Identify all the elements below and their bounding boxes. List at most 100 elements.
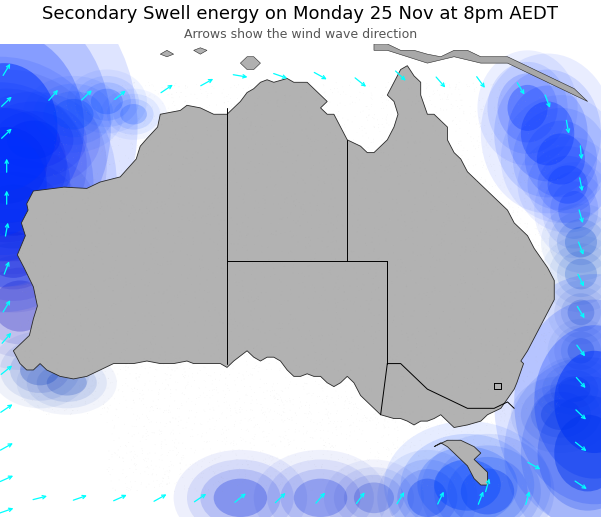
Point	[255, 83, 265, 91]
Point	[130, 462, 140, 470]
Point	[299, 302, 309, 311]
Point	[126, 209, 135, 218]
Point	[521, 190, 531, 199]
Point	[465, 246, 475, 254]
Point	[107, 230, 117, 238]
Point	[371, 169, 380, 177]
Point	[356, 302, 365, 310]
Point	[162, 168, 171, 176]
Point	[213, 211, 223, 219]
Point	[96, 410, 106, 419]
Point	[481, 141, 491, 149]
Point	[226, 361, 236, 369]
Point	[216, 371, 225, 379]
Point	[18, 342, 28, 351]
Point	[84, 148, 93, 157]
Point	[554, 93, 564, 101]
Point	[289, 480, 299, 488]
Point	[140, 134, 150, 142]
Point	[218, 466, 228, 474]
Point	[429, 87, 438, 95]
Point	[262, 437, 272, 446]
Point	[116, 442, 126, 450]
Point	[525, 279, 534, 287]
Point	[285, 166, 295, 174]
Point	[231, 327, 240, 335]
Point	[419, 250, 429, 258]
Point	[508, 439, 517, 447]
Point	[456, 276, 465, 284]
Point	[535, 232, 545, 240]
Point	[374, 225, 383, 234]
Point	[364, 465, 373, 473]
Point	[546, 130, 555, 139]
Point	[484, 162, 493, 170]
Point	[169, 249, 179, 257]
Point	[91, 376, 100, 384]
Point	[233, 322, 242, 330]
Point	[150, 440, 160, 449]
Point	[492, 364, 501, 372]
Point	[400, 390, 409, 398]
Point	[368, 357, 377, 365]
Point	[214, 402, 224, 410]
Point	[497, 96, 507, 104]
Point	[195, 251, 205, 259]
Point	[359, 343, 368, 352]
Point	[392, 199, 402, 207]
Point	[340, 404, 349, 413]
Point	[264, 158, 274, 166]
Point	[289, 357, 299, 366]
Point	[472, 364, 481, 373]
Point	[425, 311, 435, 319]
Ellipse shape	[507, 85, 548, 131]
Point	[529, 389, 539, 398]
Point	[352, 403, 361, 412]
Point	[552, 142, 561, 150]
Point	[82, 267, 91, 276]
Point	[391, 209, 400, 217]
Point	[471, 466, 480, 474]
Point	[327, 393, 337, 402]
Point	[84, 368, 93, 376]
Point	[218, 256, 227, 264]
Point	[374, 326, 384, 334]
Point	[150, 321, 159, 329]
Point	[523, 179, 532, 187]
Point	[534, 170, 544, 178]
Point	[487, 129, 497, 138]
Point	[242, 288, 252, 297]
Point	[126, 334, 135, 343]
Point	[486, 270, 495, 279]
Point	[203, 148, 213, 157]
Point	[271, 467, 281, 476]
Point	[125, 464, 135, 473]
Point	[231, 381, 240, 389]
Point	[290, 408, 300, 417]
Point	[185, 364, 194, 373]
Point	[383, 162, 392, 171]
Point	[137, 229, 147, 237]
Point	[243, 189, 253, 197]
Point	[508, 475, 517, 483]
Point	[495, 152, 505, 160]
Point	[108, 122, 117, 130]
Point	[498, 255, 508, 264]
Point	[326, 263, 336, 271]
Point	[269, 392, 279, 400]
Point	[429, 282, 439, 291]
Point	[147, 418, 156, 426]
Point	[460, 290, 470, 298]
Point	[403, 139, 413, 147]
Point	[121, 274, 130, 282]
Point	[307, 167, 317, 175]
Point	[155, 430, 165, 438]
Point	[306, 115, 316, 123]
Point	[203, 288, 213, 297]
Point	[389, 222, 398, 231]
Point	[512, 432, 522, 440]
Point	[486, 454, 496, 462]
Point	[426, 244, 435, 252]
Point	[507, 210, 517, 218]
Point	[477, 342, 486, 351]
